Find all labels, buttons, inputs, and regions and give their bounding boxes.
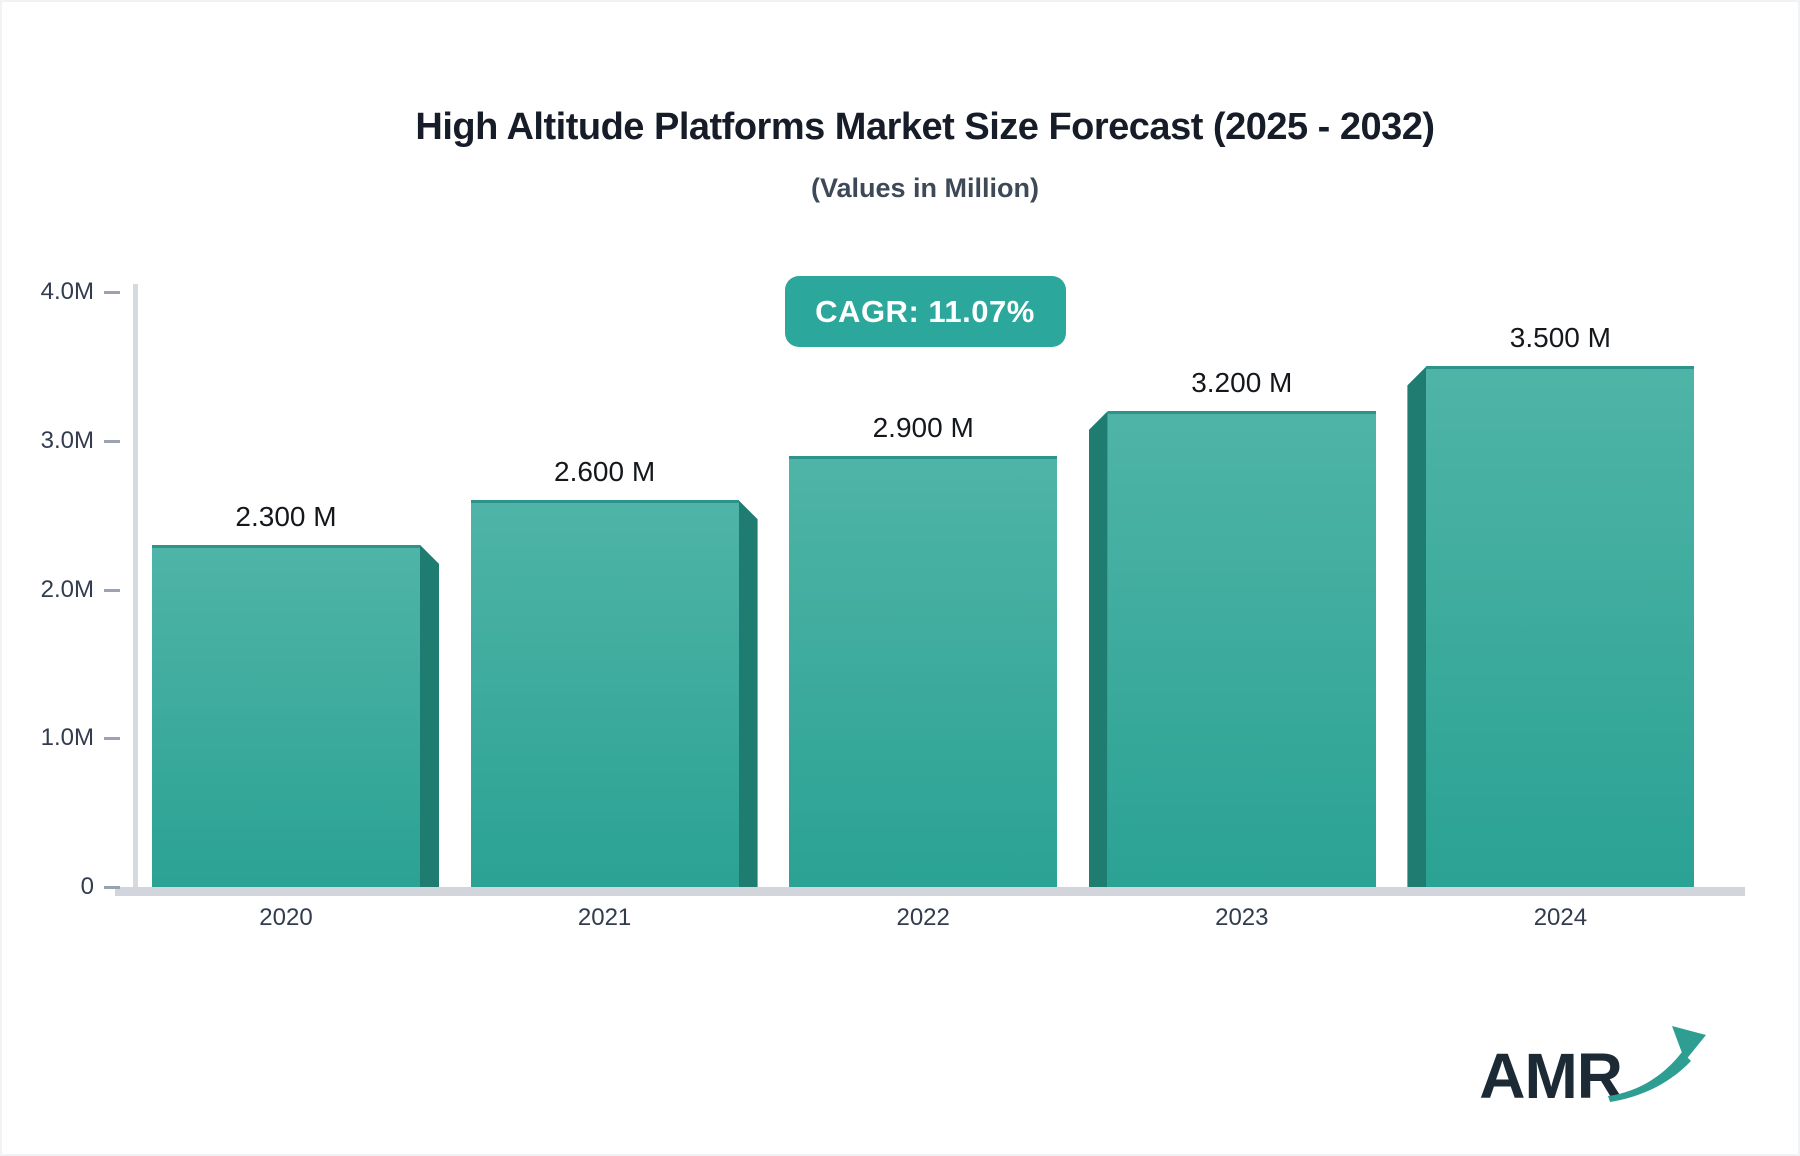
bar-value-label: 2.600 M xyxy=(554,456,656,488)
bar-3d-side xyxy=(1088,411,1108,887)
x-axis-category-label: 2021 xyxy=(577,904,632,931)
y-axis-tick-label: 4.0M xyxy=(40,278,94,305)
y-axis-tick xyxy=(104,737,120,741)
amr-logo-text: AMR xyxy=(1479,1040,1623,1113)
y-axis-tick-label: 1.0M xyxy=(40,724,94,752)
x-axis-category-label: 2024 xyxy=(1533,904,1588,931)
bar xyxy=(789,455,1058,887)
x-axis-baseline xyxy=(115,887,1745,896)
y-axis-tick-label: 3.0M xyxy=(40,426,94,454)
bar-3d-side xyxy=(420,544,439,887)
bar xyxy=(1426,366,1695,887)
y-axis-line xyxy=(133,284,138,896)
cagr-badge-label: CAGR: 11.07% xyxy=(815,293,1035,329)
x-axis-category-label: 2023 xyxy=(1215,904,1269,931)
chart-title: High Altitude Platforms Market Size Fore… xyxy=(415,106,1435,148)
trend-up-arrow-icon xyxy=(1608,1026,1706,1102)
y-axis-tick-label: 2.0M xyxy=(40,575,94,603)
cagr-badge: CAGR: 11.07% xyxy=(784,276,1066,347)
bar-value-label: 2.900 M xyxy=(872,411,974,443)
x-axis-category-label: 2020 xyxy=(259,904,313,931)
x-axis-category-label: 2022 xyxy=(896,904,950,931)
y-axis-tick-label: 0 xyxy=(80,873,94,900)
bar-3d-side xyxy=(1407,366,1427,887)
bar-3d-side xyxy=(738,500,758,887)
chart-header: High Altitude Platforms Market Size Fore… xyxy=(52,2,1798,347)
y-axis-tick xyxy=(104,439,120,443)
bar-value-label: 3.500 M xyxy=(1509,322,1611,354)
bar xyxy=(152,544,420,887)
y-axis-tick xyxy=(104,588,120,592)
bar xyxy=(1107,411,1376,887)
bar xyxy=(470,500,739,887)
chart-subtitle: (Values in Million) xyxy=(810,173,1040,203)
bar-value-label: 2.300 M xyxy=(235,500,337,532)
bar-value-label: 3.200 M xyxy=(1191,367,1293,398)
y-axis-tick xyxy=(104,886,120,889)
y-axis-tick xyxy=(104,291,120,294)
amr-logo: AMR xyxy=(1479,1026,1706,1113)
